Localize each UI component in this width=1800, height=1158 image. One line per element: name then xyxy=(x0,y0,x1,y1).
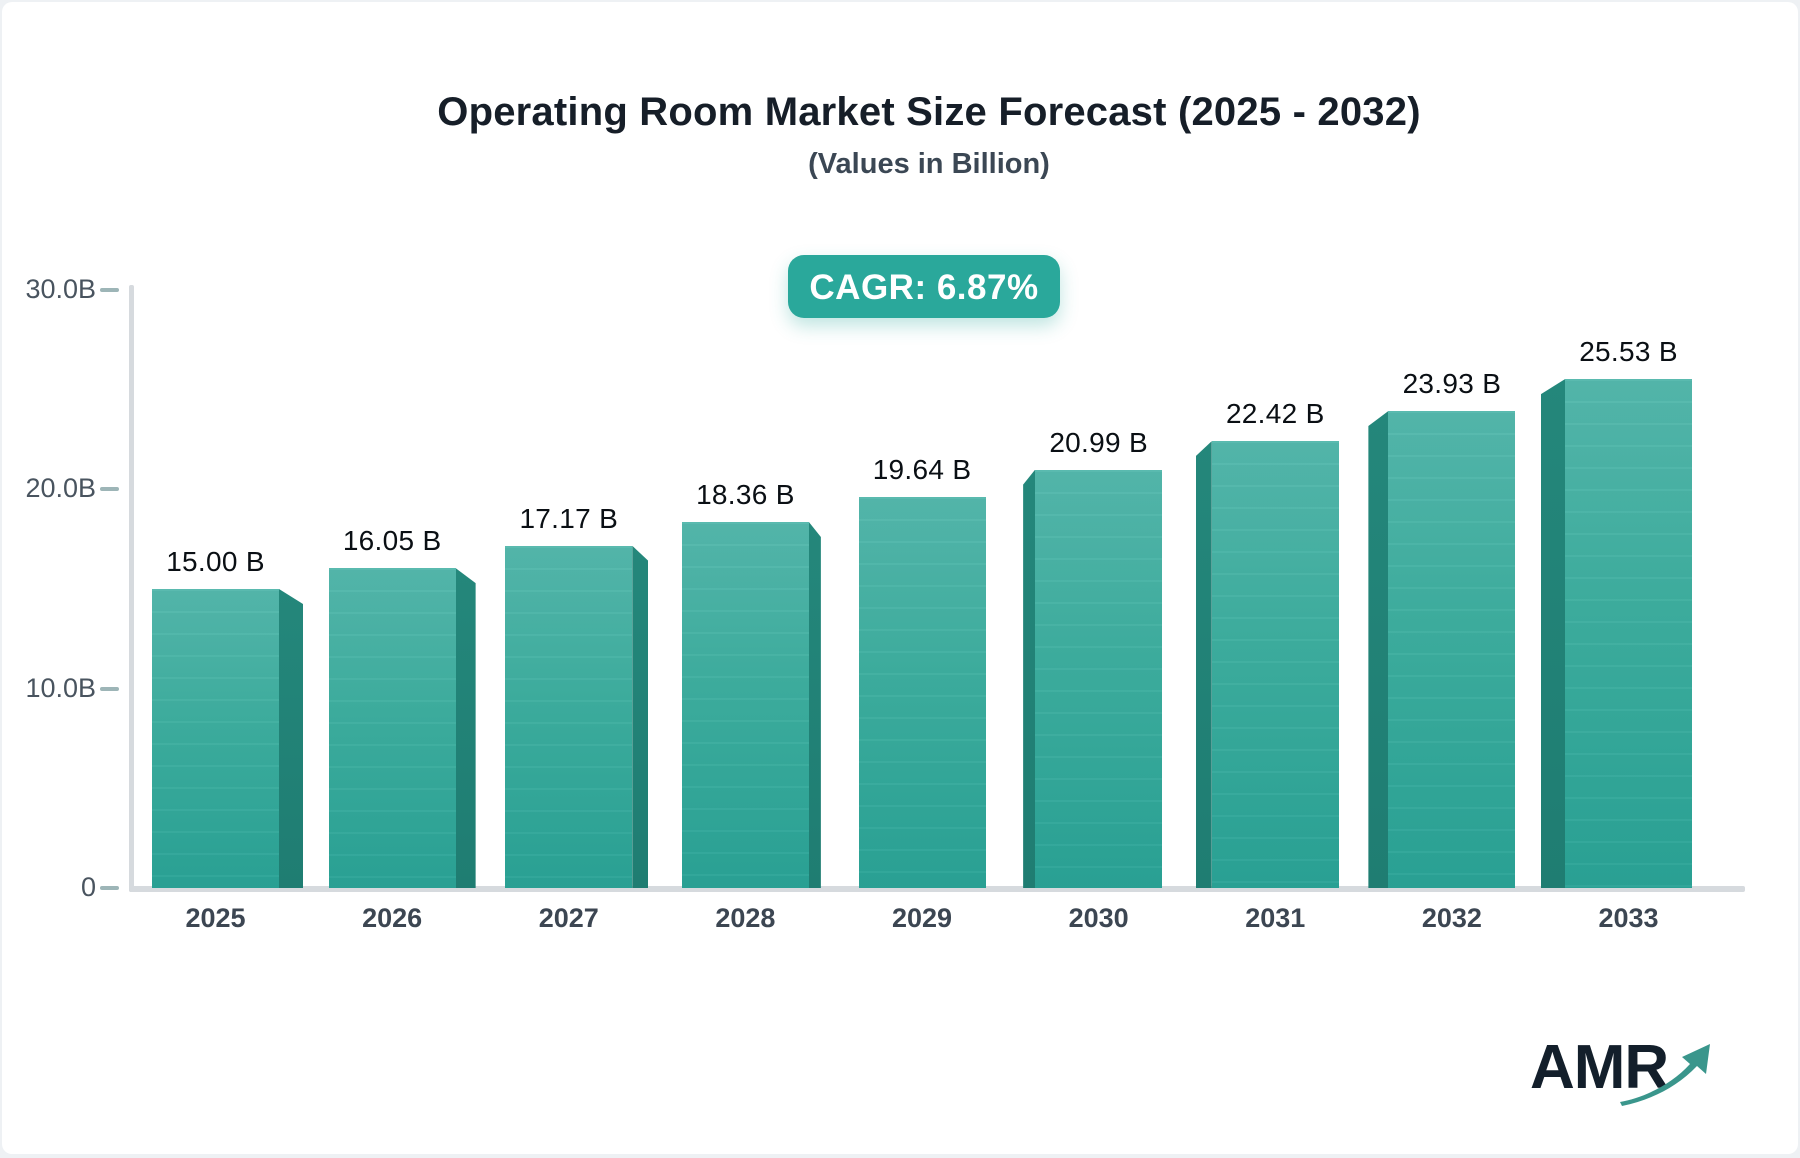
bar-2033 xyxy=(1565,379,1692,888)
amr-logo: AMR xyxy=(1530,1032,1730,1122)
bar-value-label: 22.42 B xyxy=(1225,398,1325,430)
cagr-badge[interactable]: CAGR: 6.87% xyxy=(788,255,1060,318)
bar-value-label: 15.00 B xyxy=(166,546,265,577)
bar-side-face xyxy=(1368,410,1389,888)
y-tick-label: 20.0B xyxy=(25,473,96,504)
x-axis-label-2031: 2031 xyxy=(1245,903,1306,933)
bar-value-label: 17.17 B xyxy=(519,502,619,534)
bar-value-label: 23.93 B xyxy=(1402,367,1502,399)
bar-2025 xyxy=(152,589,279,888)
bar-value-label: 20.99 B xyxy=(1049,426,1148,458)
bar-side-face xyxy=(455,568,476,888)
bar-2027 xyxy=(505,545,633,889)
y-tick-dash xyxy=(100,288,119,292)
y-tick-dash xyxy=(100,686,119,691)
y-tick-label: 30.0B xyxy=(25,274,96,304)
bar-2029 xyxy=(858,496,986,889)
y-tick-label: 0 xyxy=(80,872,96,902)
y-tick-dash xyxy=(100,487,119,492)
x-axis-label-2025: 2025 xyxy=(185,903,246,933)
x-axis-label-2027: 2027 xyxy=(538,903,599,933)
bar-2028 xyxy=(681,522,809,888)
bar-value-label: 25.53 B xyxy=(1579,336,1678,368)
bar-value-label: 16.05 B xyxy=(342,525,442,557)
x-axis-line xyxy=(129,886,1745,892)
bar-side-face xyxy=(279,589,303,888)
y-tick-label: 10.0B xyxy=(25,672,96,703)
bar-side-face xyxy=(808,522,821,888)
bar-side-face xyxy=(1023,469,1036,888)
bar-value-label: 18.36 B xyxy=(696,479,795,511)
growth-arrow-icon xyxy=(1620,1044,1710,1106)
x-axis-label-2029: 2029 xyxy=(891,903,953,933)
y-axis-line xyxy=(129,285,134,892)
chart-title: Operating Room Market Size Forecast (202… xyxy=(437,90,1421,134)
x-axis-label-2030: 2030 xyxy=(1068,903,1129,933)
x-axis-label-2026: 2026 xyxy=(362,903,423,933)
x-axis-label-2028: 2028 xyxy=(715,903,776,933)
bar-value-label: 19.64 B xyxy=(872,453,972,485)
bar-2031 xyxy=(1211,441,1339,888)
bar-2030 xyxy=(1035,469,1163,889)
bar-2026 xyxy=(328,568,456,888)
amr-logo-text: AMR xyxy=(1530,1033,1669,1102)
bar-2032 xyxy=(1388,410,1516,888)
bar-side-face xyxy=(1195,441,1212,888)
x-axis-label-2032: 2032 xyxy=(1421,903,1482,933)
bar-side-face xyxy=(632,545,649,888)
chart-subtitle: (Values in Billion) xyxy=(808,148,1050,180)
y-tick-dash xyxy=(100,886,119,890)
x-axis-label-2033: 2033 xyxy=(1598,903,1659,933)
bar-side-face xyxy=(1541,379,1565,888)
